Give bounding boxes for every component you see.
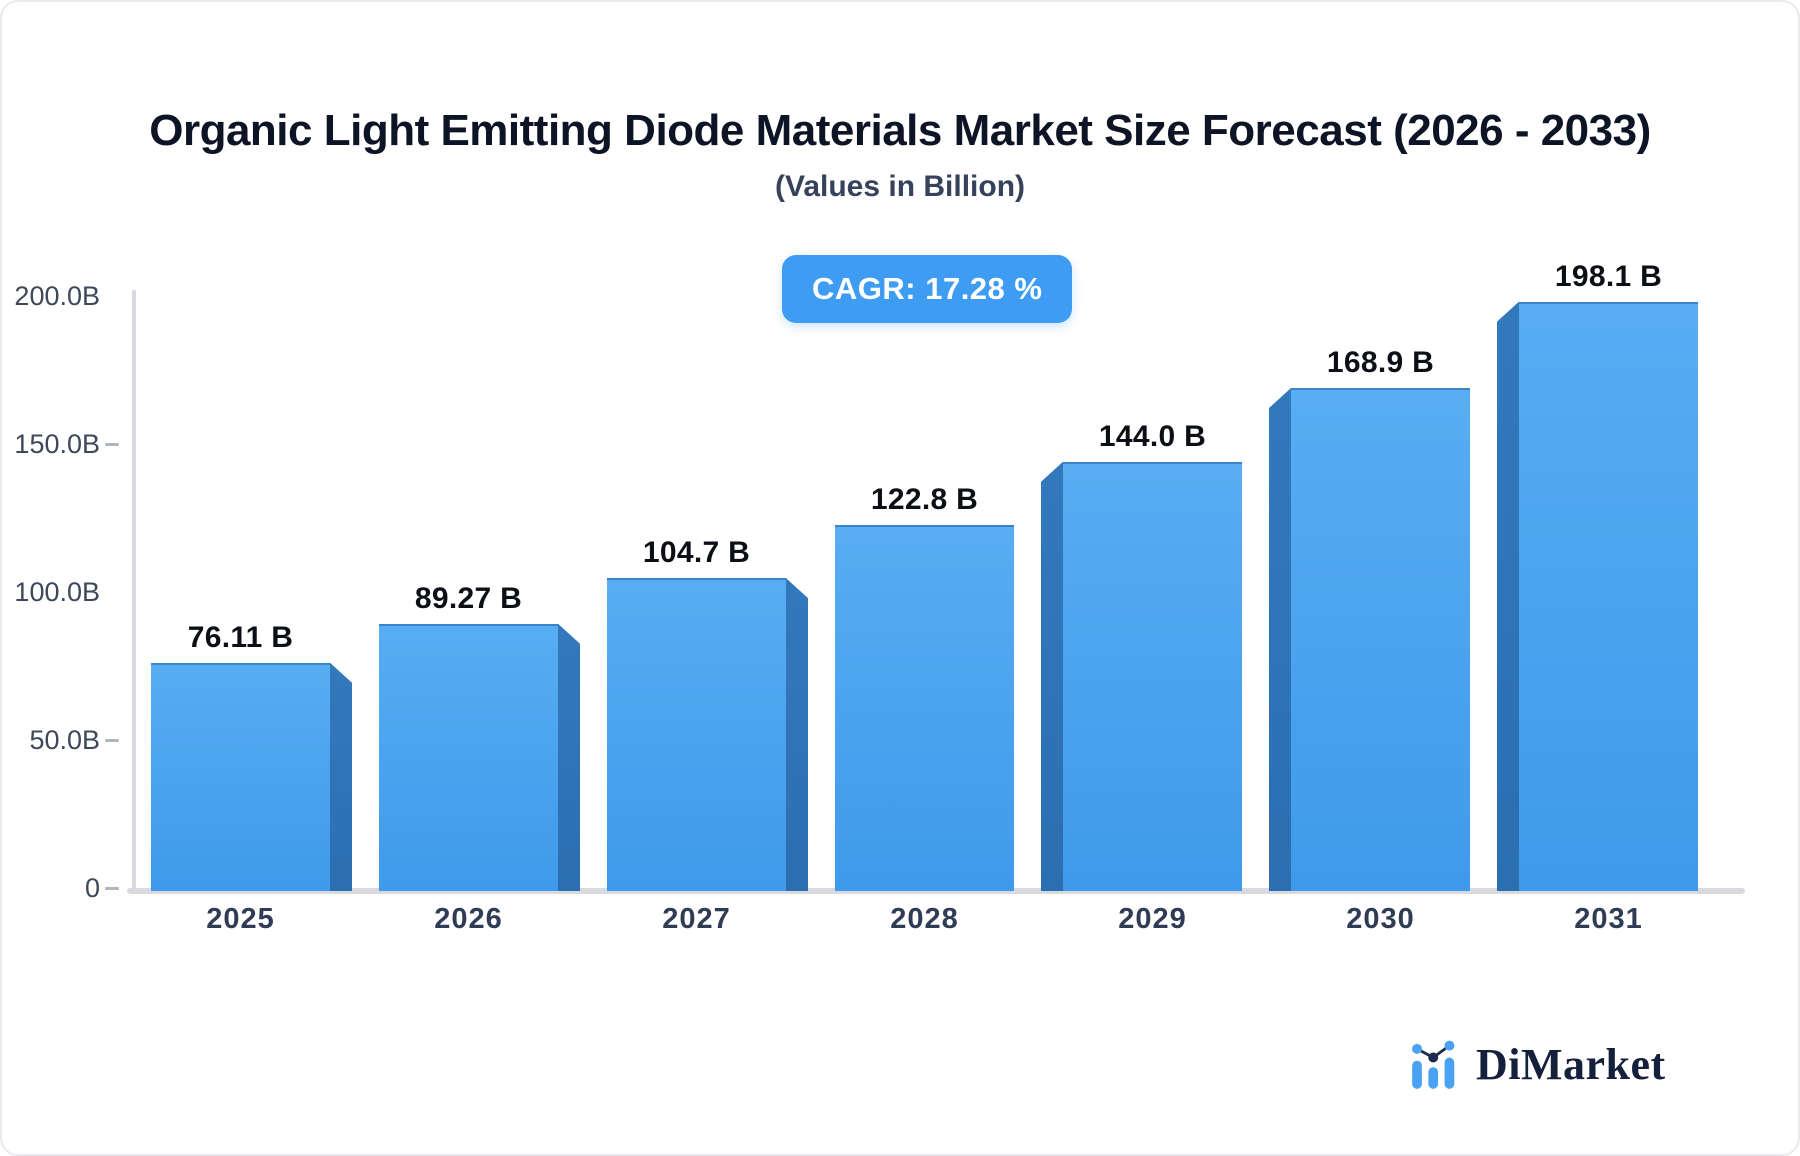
y-axis-tick-label: 100.0B <box>14 577 100 607</box>
bar-value-label: 168.9 B <box>1326 346 1435 380</box>
x-axis-category-label: 2030 <box>1346 903 1415 935</box>
y-axis-tick-label: 150.0B <box>14 429 100 459</box>
y-axis-tick-mark <box>105 738 119 742</box>
chart-title: Organic Light Emitting Diode Materials M… <box>149 106 1651 155</box>
y-axis-line <box>132 290 136 891</box>
y-axis-tick-label: 200.0B <box>14 281 100 311</box>
y-axis-tick-label: 0 <box>84 873 100 903</box>
bar-2029 <box>1063 461 1242 891</box>
x-axis-category-label: 2028 <box>890 903 959 935</box>
bar-value-label: 198.1 B <box>1554 259 1663 293</box>
x-axis-category-label: 2031 <box>1574 903 1643 935</box>
bar-side-2029 <box>1041 461 1063 891</box>
bar-2026 <box>379 623 558 891</box>
y-axis-tick-mark <box>105 886 119 890</box>
bar-2028 <box>835 524 1014 891</box>
bar-2030 <box>1291 388 1470 891</box>
bar-side-2025 <box>330 662 352 891</box>
bar-2031 <box>1519 301 1698 891</box>
x-axis-category-label: 2029 <box>1118 903 1187 935</box>
x-axis-category-label: 2026 <box>434 903 503 935</box>
y-axis-tick-label: 50.0B <box>29 725 100 755</box>
brand-logo: DiMarket <box>1410 1038 1666 1090</box>
x-axis-category-label: 2025 <box>206 903 275 935</box>
bar-value-label: 144.0 B <box>1098 419 1207 453</box>
bar-side-2031 <box>1497 301 1519 891</box>
bar-value-label: 104.7 B <box>642 536 751 570</box>
bar-side-2030 <box>1269 388 1291 891</box>
bar-value-label: 76.11 B <box>187 620 294 654</box>
logo-bar-chart-icon <box>1412 1040 1455 1089</box>
x-axis-baseline <box>127 888 1745 894</box>
logo-text: DiMarket <box>1476 1039 1666 1089</box>
bar-value-label: 122.8 B <box>870 482 979 516</box>
chart-subtitle: (Values in Billion) <box>774 170 1026 203</box>
x-axis-category-label: 2027 <box>662 903 731 935</box>
y-axis-tick-mark <box>105 442 119 446</box>
bar-side-2026 <box>558 623 580 891</box>
bar-side-2027 <box>786 578 808 891</box>
bar-value-label: 89.27 B <box>414 581 523 615</box>
cagr-badge: CAGR: 17.28 % <box>782 255 1073 323</box>
bar-2025 <box>151 662 330 891</box>
bar-2027 <box>607 578 786 891</box>
